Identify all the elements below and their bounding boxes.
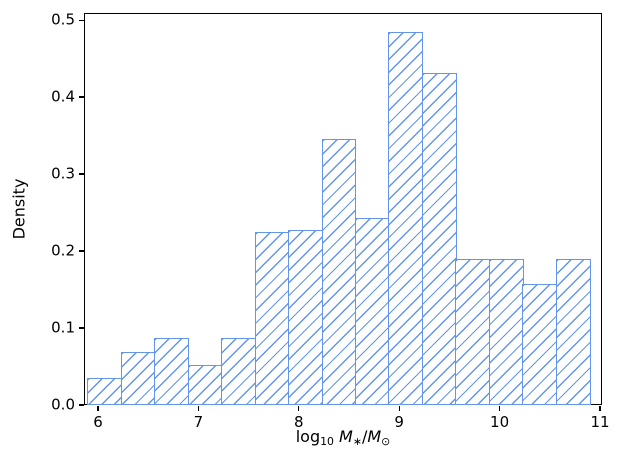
histogram-bar: [555, 258, 591, 405]
x-tick-label: 11: [590, 413, 610, 431]
y-tick-label: 0.0: [51, 395, 75, 414]
y-tick: [79, 404, 84, 406]
histogram-bar: [154, 338, 190, 405]
histogram-bar: [488, 258, 524, 405]
x-axis-label-part: /: [361, 427, 368, 446]
x-axis-label-part: ⊙: [381, 435, 391, 449]
histogram-bar: [321, 138, 357, 405]
y-tick: [79, 250, 84, 252]
histogram-bar: [421, 72, 457, 405]
x-axis-label-part: 10: [320, 435, 334, 449]
x-tick: [197, 406, 200, 411]
histogram-bar: [288, 230, 323, 405]
x-axis-label-part: ∗: [352, 435, 362, 449]
y-tick-label: 0.1: [51, 318, 75, 337]
y-axis-label: Density: [9, 178, 29, 240]
histogram-bar: [522, 284, 558, 405]
histogram-bar: [120, 351, 156, 405]
histogram-bar: [187, 364, 223, 405]
y-tick-label: 0.3: [51, 164, 75, 183]
histogram-bars: [85, 14, 602, 405]
histogram-bar: [355, 217, 390, 405]
histogram-bar: [254, 231, 290, 405]
histogram-bar: [455, 258, 491, 405]
x-tick: [298, 406, 300, 411]
histogram-bar: [388, 32, 424, 405]
x-tick-label: 9: [394, 413, 404, 431]
x-tick-label: 8: [294, 413, 304, 431]
x-tick: [398, 406, 400, 411]
y-tick: [79, 173, 84, 175]
x-tick-label: 10: [490, 413, 510, 431]
y-tick: [79, 96, 84, 98]
x-tick-label: 7: [193, 413, 204, 431]
x-tick-label: 6: [93, 413, 103, 431]
y-tick-label: 0.2: [51, 241, 75, 260]
y-tick-label: 0.4: [51, 87, 75, 106]
x-axis-label-part: M: [339, 427, 353, 446]
x-axis-label-part: log: [295, 427, 321, 446]
x-tick: [498, 406, 501, 411]
y-tick: [79, 19, 84, 21]
x-axis-label: log10 M∗/M⊙: [295, 427, 391, 449]
x-tick: [599, 406, 601, 411]
histogram-bar: [221, 338, 257, 405]
histogram-bar: [87, 378, 123, 405]
x-axis-label-part: M: [367, 427, 382, 446]
y-tick-label: 0.5: [51, 10, 75, 29]
x-tick: [97, 406, 99, 411]
y-tick: [79, 327, 84, 329]
